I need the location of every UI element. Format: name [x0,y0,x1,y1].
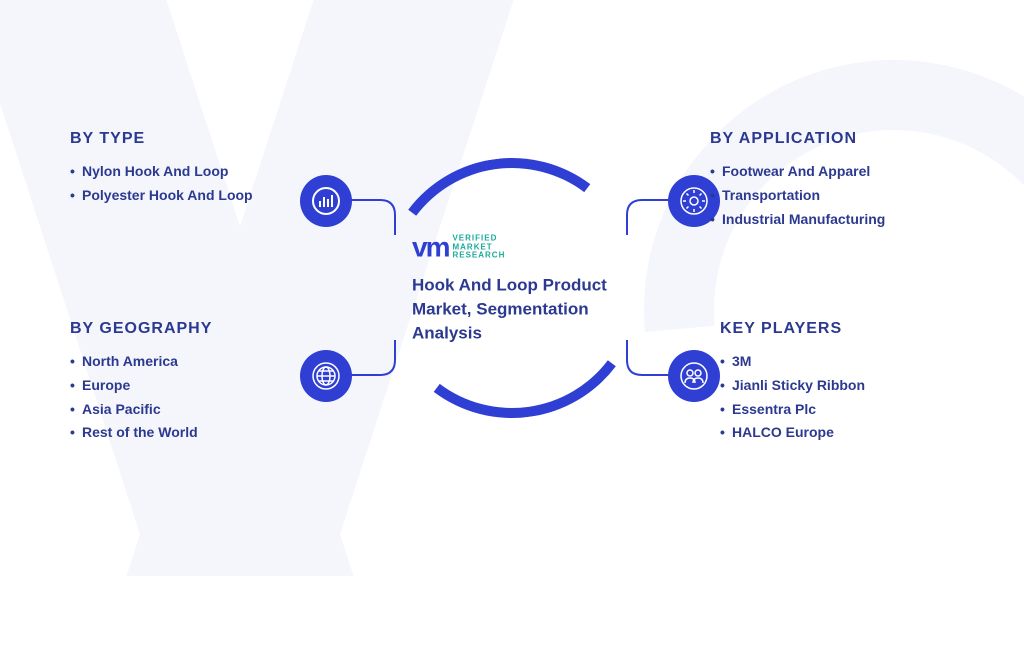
segment-application: BY APPLICATION Footwear And Apparel Tran… [710,130,960,231]
segment-application-title: BY APPLICATION [710,130,960,148]
segment-type: BY TYPE Nylon Hook And Loop Polyester Ho… [70,130,320,208]
list-item: Europe [70,374,320,398]
segment-players-title: KEY PLAYERS [720,320,970,338]
segment-geography-list: North America Europe Asia Pacific Rest o… [70,350,320,445]
list-item: Footwear And Apparel [710,160,960,184]
segment-type-list: Nylon Hook And Loop Polyester Hook And L… [70,160,320,208]
center-hub: vm VERIFIED MARKET RESEARCH Hook And Loo… [382,158,642,418]
list-item: 3M [720,350,970,374]
list-item: Jianli Sticky Ribbon [720,374,970,398]
segment-players-list: 3M Jianli Sticky Ribbon Essentra Plc HAL… [720,350,970,445]
list-item: Rest of the World [70,421,320,445]
center-title: Hook And Loop Product Market, Segmentati… [412,273,612,344]
logo-mark: vm [412,231,448,263]
segment-geography: BY GEOGRAPHY North America Europe Asia P… [70,320,320,445]
segment-geography-title: BY GEOGRAPHY [70,320,320,338]
list-item: Polyester Hook And Loop [70,184,320,208]
list-item: Transportation [710,184,960,208]
list-item: Nylon Hook And Loop [70,160,320,184]
segment-players: KEY PLAYERS 3M Jianli Sticky Ribbon Esse… [720,320,970,445]
list-item: HALCO Europe [720,421,970,445]
segment-type-title: BY TYPE [70,130,320,148]
list-item: Industrial Manufacturing [710,208,960,232]
list-item: Asia Pacific [70,398,320,422]
logo-text: VERIFIED MARKET RESEARCH [452,234,505,260]
logo: vm VERIFIED MARKET RESEARCH [412,231,612,263]
list-item: North America [70,350,320,374]
people-icon [668,350,720,402]
list-item: Essentra Plc [720,398,970,422]
segment-application-list: Footwear And Apparel Transportation Indu… [710,160,960,231]
